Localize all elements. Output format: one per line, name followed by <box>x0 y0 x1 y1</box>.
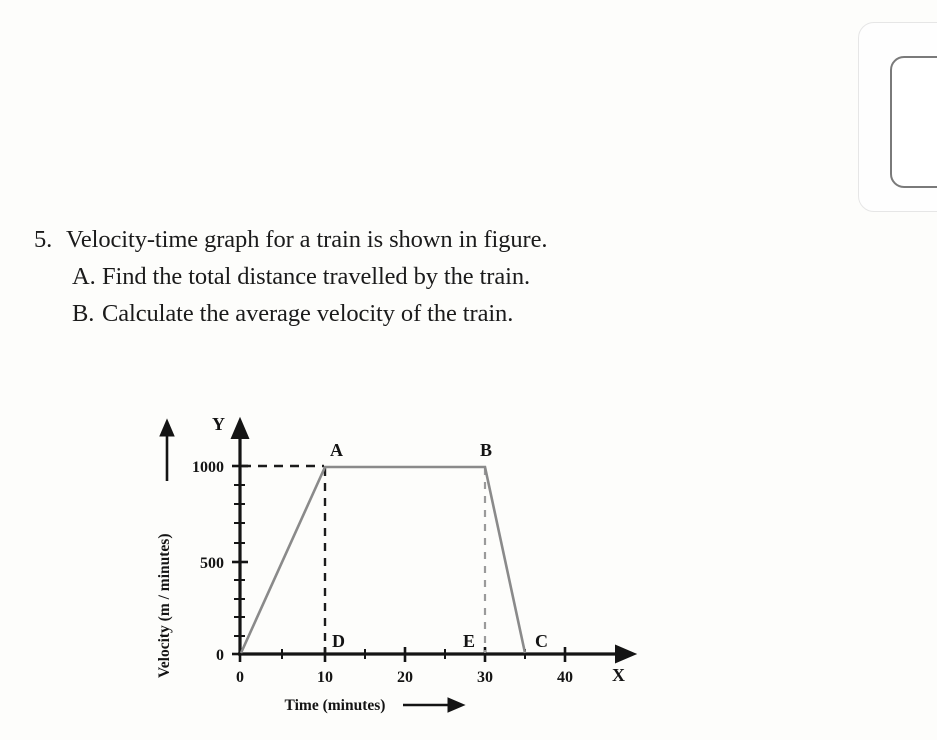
question-part-b: B. Calculate the average velocity of the… <box>34 296 734 333</box>
question-part-b-text: Calculate the average velocity of the tr… <box>102 299 514 327</box>
question-block: 5. Velocity-time graph for a train is sh… <box>34 222 734 332</box>
x-tick-label-10: 10 <box>317 669 333 686</box>
y-axis-letter: Y <box>212 414 225 434</box>
question-part-a-marker: A. <box>72 262 96 290</box>
question-number: 5. <box>34 226 53 253</box>
point-label-d: D <box>332 631 345 651</box>
question-part-b-marker: B. <box>72 299 95 327</box>
x-axis-title: Time (minutes) <box>285 697 386 714</box>
y-tick-label-1000: 1000 <box>192 459 224 476</box>
point-label-c: C <box>535 631 548 651</box>
x-major-ticks <box>238 647 567 662</box>
x-tick-label-0: 0 <box>236 669 244 686</box>
x-tick-label-20: 20 <box>397 669 413 686</box>
y-tick-label-0: 0 <box>216 647 224 664</box>
velocity-time-chart: Velocity (m / minutes) Y X 1000 500 <box>156 414 638 714</box>
point-label-b: B <box>480 440 492 460</box>
velocity-time-figure: Velocity (m / minutes) Y X 1000 500 <box>150 406 650 724</box>
x-tick-label-40: 40 <box>557 669 573 686</box>
x-axis-letter: X <box>612 665 625 685</box>
question-part-a-text: Find the total distance travelled by the… <box>102 262 531 290</box>
point-label-e: E <box>463 631 475 651</box>
corner-card-inner[interactable] <box>890 56 937 188</box>
point-label-a: A <box>330 440 343 460</box>
x-tick-label-30: 30 <box>477 669 493 686</box>
y-axis-title: Velocity (m / minutes) <box>156 533 173 678</box>
velocity-curve <box>239 465 527 654</box>
question-main-line: 5. Velocity-time graph for a train is sh… <box>34 222 734 259</box>
question-part-a: A. Find the total distance travelled by … <box>34 259 734 296</box>
question-prompt: Velocity-time graph for a train is shown… <box>66 226 548 253</box>
y-minor-ticks <box>234 484 245 637</box>
y-tick-label-500: 500 <box>200 555 224 572</box>
